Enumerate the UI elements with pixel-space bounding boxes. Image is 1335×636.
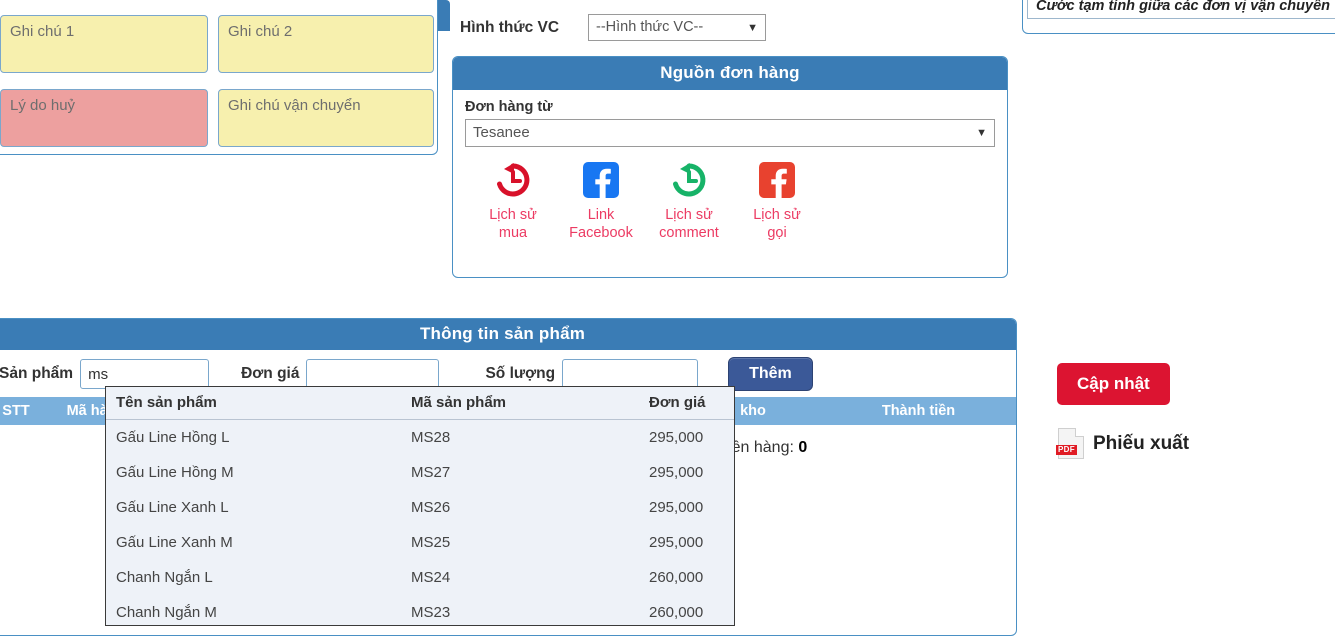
source-icon-label: Lịch sử gọi [753, 207, 801, 241]
list-item[interactable]: Gấu Line Xanh L MS26 295,000 [106, 490, 734, 525]
order-from-select[interactable]: Tesanee ▼ [465, 119, 995, 147]
product-name-input[interactable] [80, 359, 210, 389]
ac-name: Gấu Line Xanh M [106, 525, 401, 560]
freight-estimate-note: Cước tạm tính giữa các đơn vị vận chuyển [1027, 0, 1335, 19]
note-2-field[interactable]: Ghi chú 2 [218, 15, 434, 73]
list-item[interactable]: Chanh Ngắn L MS24 260,000 [106, 560, 734, 595]
update-button[interactable]: Cập nhật [1057, 363, 1170, 405]
list-item[interactable]: Gấu Line Xanh M MS25 295,000 [106, 525, 734, 560]
autocomplete-table: Tên sản phẩm Mã sản phẩm Đơn giá Gấu Lin… [106, 387, 734, 625]
col-thanh-tien: Thành tiền [821, 397, 1016, 425]
ac-name: Gấu Line Hồng L [106, 419, 401, 455]
ac-col-code: Mã sản phẩm [401, 387, 639, 420]
product-info-title: Thông tin sản phẩm [0, 319, 1016, 350]
order-source-panel: Nguồn đơn hàng Đơn hàng từ Tesanee ▼ L [452, 56, 1008, 278]
source-icon-label: Lịch sử comment [659, 207, 719, 241]
pdf-icon: PDF [1056, 428, 1084, 459]
facebook-red-icon [758, 159, 796, 201]
unit-price-label: Đơn giá [241, 365, 300, 382]
ac-price: 260,000 [639, 595, 734, 625]
autocomplete-header-row: Tên sản phẩm Mã sản phẩm Đơn giá [106, 387, 734, 420]
list-item[interactable]: Gấu Line Hồng M MS27 295,000 [106, 455, 734, 490]
product-entry-form: Sản phẩm Đơn giá Số lượng Thêm [0, 350, 1016, 397]
ac-price: 260,000 [639, 560, 734, 595]
ac-code: MS27 [401, 455, 639, 490]
order-from-value: Tesanee [473, 124, 530, 141]
source-icon-label: Link Facebook [569, 207, 633, 241]
shipping-note-field[interactable]: Ghi chú vận chuyển [218, 89, 434, 147]
ac-name: Gấu Line Xanh L [106, 490, 401, 525]
comment-history-button[interactable]: Lịch sử comment [645, 159, 733, 242]
order-from-label: Đơn hàng từ [465, 99, 553, 115]
ac-code: MS24 [401, 560, 639, 595]
ac-col-name: Tên sản phẩm [106, 387, 401, 420]
shipping-method-row: Hình thức VC --Hình thức VC-- ▼ [460, 14, 766, 41]
source-icon-label: Lịch sử mua [489, 207, 537, 241]
notes-card: Ghi chú 1 Ghi chú 2 Lý do huỷ Ghi chú vậ… [0, 0, 438, 155]
ac-price: 295,000 [639, 455, 734, 490]
facebook-link-button[interactable]: Link Facebook [557, 159, 645, 242]
ac-name: Chanh Ngắn L [106, 560, 401, 595]
ac-code: MS28 [401, 419, 639, 455]
unit-price-input[interactable] [306, 359, 440, 389]
list-item[interactable]: Chanh Ngắn M MS23 260,000 [106, 595, 734, 625]
ac-price: 295,000 [639, 419, 734, 455]
export-slip-link[interactable]: PDF Phiếu xuất [1056, 428, 1190, 459]
shipping-method-label: Hình thức VC [460, 18, 560, 36]
ac-price: 295,000 [639, 490, 734, 525]
quantity-label: Số lượng [485, 365, 556, 382]
shipping-method-value: --Hình thức VC-- [596, 19, 704, 35]
shipping-method-select[interactable]: --Hình thức VC-- ▼ [588, 14, 766, 41]
chevron-down-icon: ▼ [976, 127, 987, 139]
product-autocomplete-dropdown[interactable]: Tên sản phẩm Mã sản phẩm Đơn giá Gấu Lin… [105, 386, 735, 626]
ac-price: 295,000 [639, 525, 734, 560]
add-product-button[interactable]: Thêm [728, 357, 813, 391]
order-total-value: 0 [798, 439, 808, 456]
ac-code: MS25 [401, 525, 639, 560]
ac-name: Gấu Line Hồng M [106, 455, 401, 490]
freight-estimate-panel: Cước tạm tính giữa các đơn vị vận chuyển [1022, 0, 1335, 34]
facebook-blue-icon [582, 159, 620, 201]
note-1-field[interactable]: Ghi chú 1 [0, 15, 208, 73]
order-source-title: Nguồn đơn hàng [453, 57, 1007, 90]
history-green-icon [669, 159, 709, 201]
product-name-label: Sản phẩm [0, 365, 74, 382]
chevron-down-icon: ▼ [747, 21, 758, 34]
ac-code: MS26 [401, 490, 639, 525]
history-red-icon [493, 159, 533, 201]
order-source-icon-row: Lịch sử mua Link Facebook [465, 147, 995, 242]
cancel-reason-field[interactable]: Lý do huỷ [0, 89, 208, 147]
ac-col-price: Đơn giá [639, 387, 734, 420]
purchase-history-button[interactable]: Lịch sử mua [469, 159, 557, 242]
quantity-input[interactable] [562, 359, 699, 389]
call-history-button[interactable]: Lịch sử gọi [733, 159, 821, 242]
list-item[interactable]: Gấu Line Hồng L MS28 295,000 [106, 419, 734, 455]
ac-name: Chanh Ngắn M [106, 595, 401, 625]
col-stt: STT [0, 397, 43, 425]
pdf-tag-label: PDF [1056, 445, 1077, 455]
export-slip-label: Phiếu xuất [1093, 432, 1190, 454]
ac-code: MS23 [401, 595, 639, 625]
order-source-body: Đơn hàng từ Tesanee ▼ Lịch sử mua [453, 90, 1007, 242]
